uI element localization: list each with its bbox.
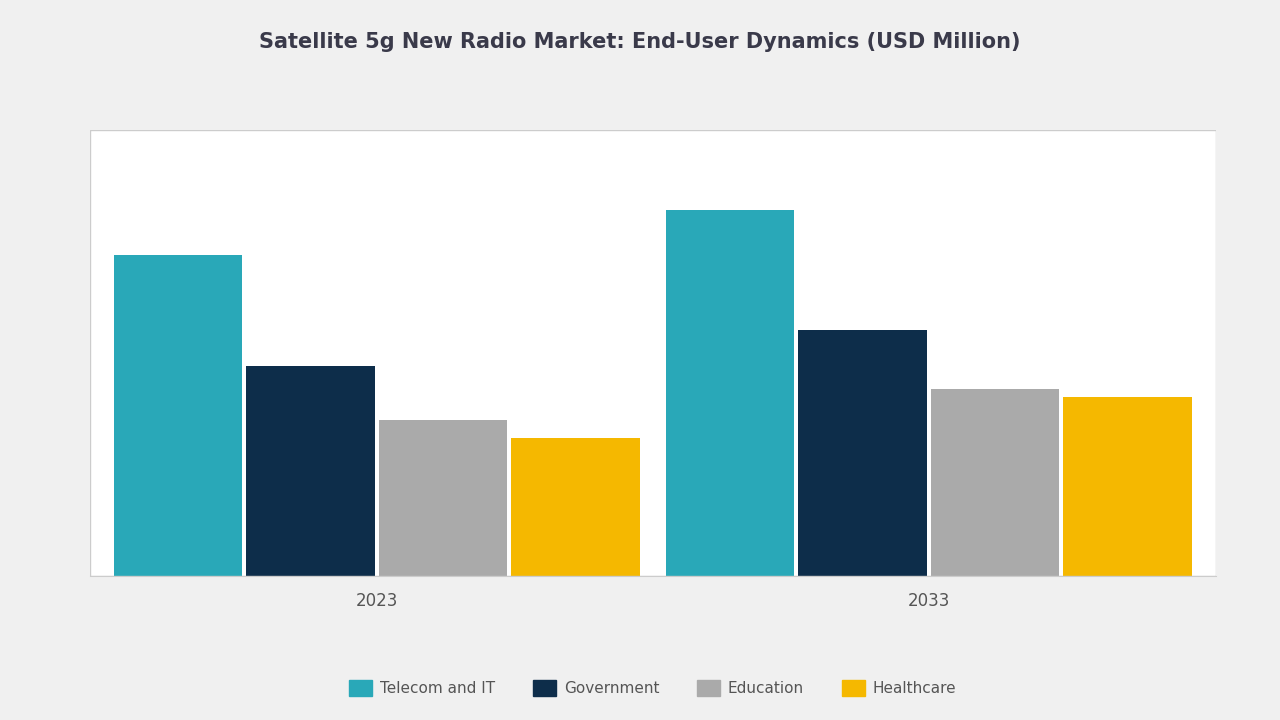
Text: Satellite 5g New Radio Market: End-User Dynamics (USD Million): Satellite 5g New Radio Market: End-User …: [260, 32, 1020, 53]
Bar: [1064, 397, 1192, 576]
Bar: [114, 255, 242, 576]
Bar: [90, 130, 1216, 576]
Bar: [931, 389, 1060, 576]
Bar: [799, 330, 927, 576]
Bar: [511, 438, 640, 576]
Bar: [666, 210, 795, 576]
Legend: Telecom and IT, Government, Education, Healthcare: Telecom and IT, Government, Education, H…: [343, 674, 963, 702]
Bar: [379, 420, 507, 576]
Bar: [246, 366, 375, 576]
